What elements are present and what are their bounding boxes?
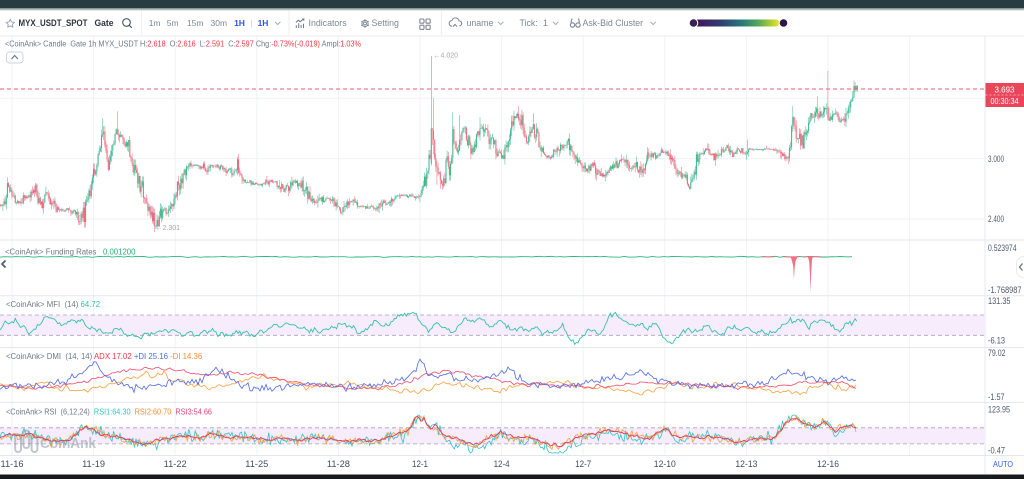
svg-text:5m: 5m <box>167 18 179 28</box>
svg-text:1m: 1m <box>149 18 161 28</box>
svg-text:3.000: 3.000 <box>988 154 1004 164</box>
svg-text:123.95: 123.95 <box>988 404 1010 414</box>
svg-text:AUTO: AUTO <box>993 459 1013 469</box>
svg-text:<CoinAnk> RSI (6,12,24) RSI1: <CoinAnk> RSI (6,12,24) RSI1:64.30 RSI2:… <box>6 407 212 416</box>
svg-text:Ask-Bid Cluster: Ask-Bid Cluster <box>583 18 644 28</box>
svg-text:Tick:: Tick: <box>520 18 538 28</box>
svg-text:12-16: 12-16 <box>817 459 839 469</box>
svg-text:<CoinAnk> Funding Rates 0.00: <CoinAnk> Funding Rates 0.001200 <box>5 248 136 257</box>
svg-text:1H: 1H <box>258 18 269 28</box>
svg-text:-1.57: -1.57 <box>988 392 1005 402</box>
svg-text:←2.301: ←2.301 <box>156 225 181 232</box>
svg-text:131.35: 131.35 <box>988 296 1011 306</box>
svg-text:2.400: 2.400 <box>988 214 1004 224</box>
svg-text:←4.020: ←4.020 <box>434 53 459 60</box>
svg-text:00:30:34: 00:30:34 <box>991 96 1019 106</box>
svg-text:Gate: Gate <box>95 18 114 28</box>
svg-text:11-19: 11-19 <box>82 459 105 469</box>
svg-text:12-10: 12-10 <box>654 459 676 469</box>
svg-text:1: 1 <box>543 18 548 28</box>
svg-text:-0.47: -0.47 <box>988 445 1005 455</box>
svg-text:11-28: 11-28 <box>327 459 350 469</box>
svg-text:11-16: 11-16 <box>1 459 24 469</box>
svg-text:15m: 15m <box>187 18 204 28</box>
svg-text:uname: uname <box>467 18 494 28</box>
svg-text:12-1: 12-1 <box>412 459 428 469</box>
svg-text:-1.768987: -1.768987 <box>988 285 1022 295</box>
svg-text:MYX_USDT_SPOT: MYX_USDT_SPOT <box>19 18 89 28</box>
svg-text:11-25: 11-25 <box>245 459 268 469</box>
svg-text:Indicators: Indicators <box>309 18 348 28</box>
svg-text:30m: 30m <box>211 18 228 28</box>
svg-text:79.02: 79.02 <box>988 348 1006 358</box>
svg-text:11-22: 11-22 <box>164 459 187 469</box>
svg-text:0.523974: 0.523974 <box>988 243 1017 253</box>
svg-text:<CoinAnk> Candle Gate 1h MYX_: <CoinAnk> Candle Gate 1h MYX_USDT H:2.61… <box>5 40 361 49</box>
svg-text:<CoinAnk> MFI (14) 64.72: <CoinAnk> MFI (14) 64.72 <box>6 300 100 309</box>
svg-text:<CoinAnk> DMI (14, 14) ADX 17: <CoinAnk> DMI (14, 14) ADX 17.02 +DI 25.… <box>6 352 202 361</box>
svg-text:3.693: 3.693 <box>995 84 1015 94</box>
svg-text:-6.13: -6.13 <box>988 336 1005 346</box>
svg-text:|: | <box>250 18 252 28</box>
svg-text:12-13: 12-13 <box>735 459 757 469</box>
svg-text:Setting: Setting <box>372 18 399 28</box>
svg-text:1H: 1H <box>234 18 245 28</box>
svg-text:12-4: 12-4 <box>494 459 510 469</box>
svg-text:12-7: 12-7 <box>575 459 591 469</box>
